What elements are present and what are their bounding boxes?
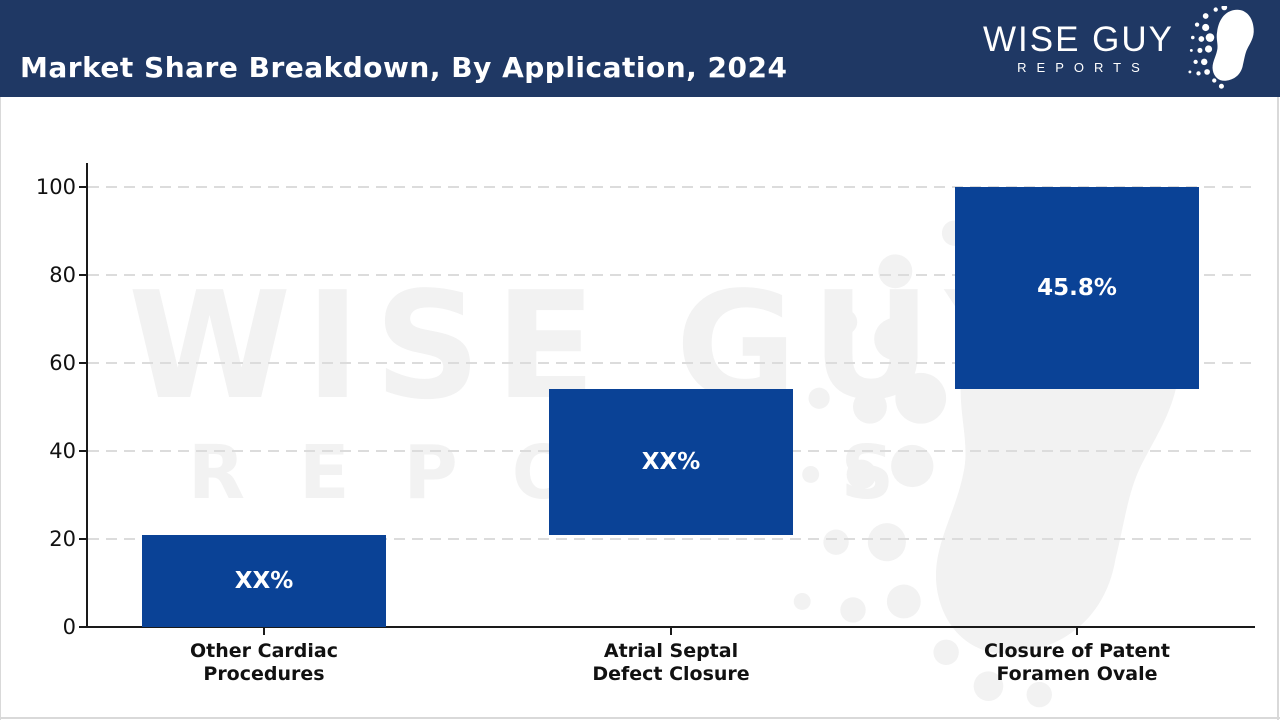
y-tick-mark-80 — [79, 274, 86, 276]
y-tick-mark-40 — [79, 450, 86, 452]
x-category-label-closure-of-patent-foramen-ovale: Closure of Patent Foramen Ovale — [984, 640, 1170, 685]
y-tick-label-0: 0 — [62, 615, 76, 639]
logo-wordmark: WISE GUY — [982, 20, 1174, 59]
gridline-60 — [88, 362, 1255, 364]
bar-value-label: 45.8% — [1037, 274, 1117, 301]
wiseguy-logo: WISE GUY REPORTS — [983, 0, 1264, 97]
y-tick-mark-60 — [79, 362, 86, 364]
gridline-20 — [88, 538, 1255, 540]
bar-value-label: XX% — [234, 567, 294, 594]
x-category-label-other-cardiac-procedures: Other Cardiac Procedures — [190, 640, 338, 685]
y-tick-label-100: 100 — [35, 175, 76, 199]
y-tick-mark-0 — [79, 626, 86, 628]
bar-other-cardiac-procedures: XX% — [142, 534, 386, 627]
gridline-80 — [88, 274, 1255, 276]
x-category-label-atrial-septal-defect-closure: Atrial Septal Defect Closure — [592, 640, 750, 685]
page-border-bottom — [0, 717, 1280, 719]
y-tick-label-60: 60 — [49, 351, 76, 375]
gridline-100 — [88, 186, 1255, 188]
y-tick-mark-20 — [79, 538, 86, 540]
x-tick-mark-3 — [1076, 628, 1078, 635]
wiseguy-face-icon — [1188, 5, 1254, 89]
y-tick-label-40: 40 — [49, 439, 76, 463]
wiseguy-logo-text: WISE GUY REPORTS — [983, 22, 1174, 75]
header: Market Share Breakdown, By Application, … — [0, 0, 1280, 97]
x-tick-mark-2 — [670, 628, 672, 635]
y-tick-label-20: 20 — [49, 527, 76, 551]
x-tick-mark-1 — [263, 628, 265, 635]
page-title: Market Share Breakdown, By Application, … — [20, 50, 788, 84]
y-axis-line — [86, 163, 88, 628]
logo-subtext: REPORTS — [1017, 60, 1150, 75]
bar-closure-of-patent-foramen-ovale: 45.8% — [955, 187, 1199, 389]
page-border-left — [0, 97, 1, 720]
y-tick-label-80: 80 — [49, 263, 76, 287]
bar-value-label: XX% — [641, 448, 701, 475]
y-tick-mark-100 — [79, 186, 86, 188]
page-border-right — [1277, 97, 1279, 720]
x-axis-line — [86, 626, 1255, 628]
bar-atrial-septal-defect-closure: XX% — [549, 388, 793, 535]
